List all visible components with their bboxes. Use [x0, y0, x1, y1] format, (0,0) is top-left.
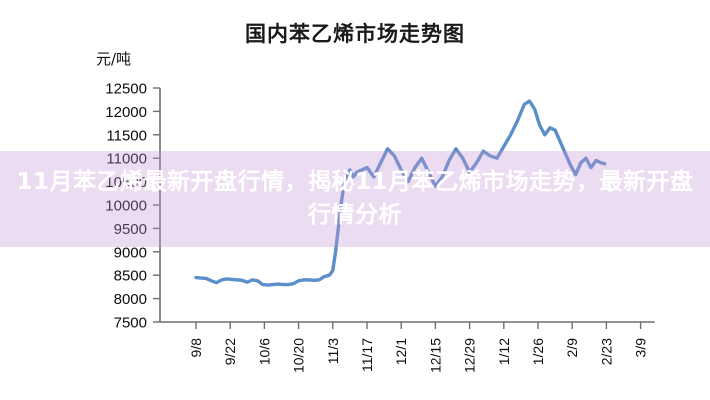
x-axis: 9/8 9/22 10/6 10/20 11/3 11/17 12/1 12/15 12/29 1…	[160, 321, 655, 373]
y-axis-tick-label: 9000	[114, 244, 147, 261]
x-axis-tick-label: 9/22	[222, 338, 238, 365]
data-series-group	[194, 99, 607, 287]
overlay-banner-background	[0, 151, 710, 247]
overlay-caption-text: 11月苯乙烯最新开盘行情，揭秘11月苯乙烯市场走势，最新开盘行情分析	[16, 168, 694, 228]
x-axis-tick-label: 12/1	[393, 338, 409, 365]
y-axis-tick-label: 8000	[114, 291, 147, 308]
y-axis-tick-label: 11000	[106, 151, 147, 168]
x-axis-tick-label: 1/26	[530, 338, 546, 365]
x-axis-tick-label: 11/3	[325, 338, 341, 364]
overlay-banner: 11月苯乙烯最新开盘行情，揭秘11月苯乙烯市场走势，最新开盘行情分析	[0, 151, 710, 247]
x-axis-tick-label: 2/9	[564, 338, 580, 358]
x-axis-tick-label: 9/8	[188, 338, 204, 358]
y-axis-tick-label: 10000	[105, 198, 147, 215]
y-axis-tick-label: 12000	[105, 104, 147, 121]
y-axis-tick-label: 8500	[114, 268, 147, 285]
y-axis-unit-label: 元/吨	[96, 50, 132, 68]
x-axis-tick-label: 11/17	[359, 338, 375, 372]
y-axis-tick-label: 7500	[114, 315, 147, 332]
y-axis-tick-label: 11500	[106, 127, 147, 144]
y-axis-tick-label: 12500	[105, 81, 147, 98]
series-line-苯乙烯价格	[194, 99, 607, 287]
x-axis-tick-label: 12/29	[462, 338, 478, 373]
y-axis-tick-label: 10500	[105, 174, 147, 191]
y-axis: 12500 12000 11500 11000 10500 10000 9500 9000 85…	[105, 81, 161, 332]
x-axis-tick-label: 10/20	[291, 338, 307, 373]
x-axis-tick-label: 10/6	[256, 338, 272, 365]
y-axis-tick-label: 9500	[114, 221, 147, 238]
x-axis-tick-label: 12/15	[427, 338, 443, 373]
chart-title: 国内苯乙烯市场走势图	[245, 22, 465, 46]
x-axis-tick-label: 1/12	[496, 338, 512, 365]
x-axis-tick-label: 3/9	[633, 338, 649, 358]
x-axis-tick-label: 2/23	[598, 338, 614, 365]
